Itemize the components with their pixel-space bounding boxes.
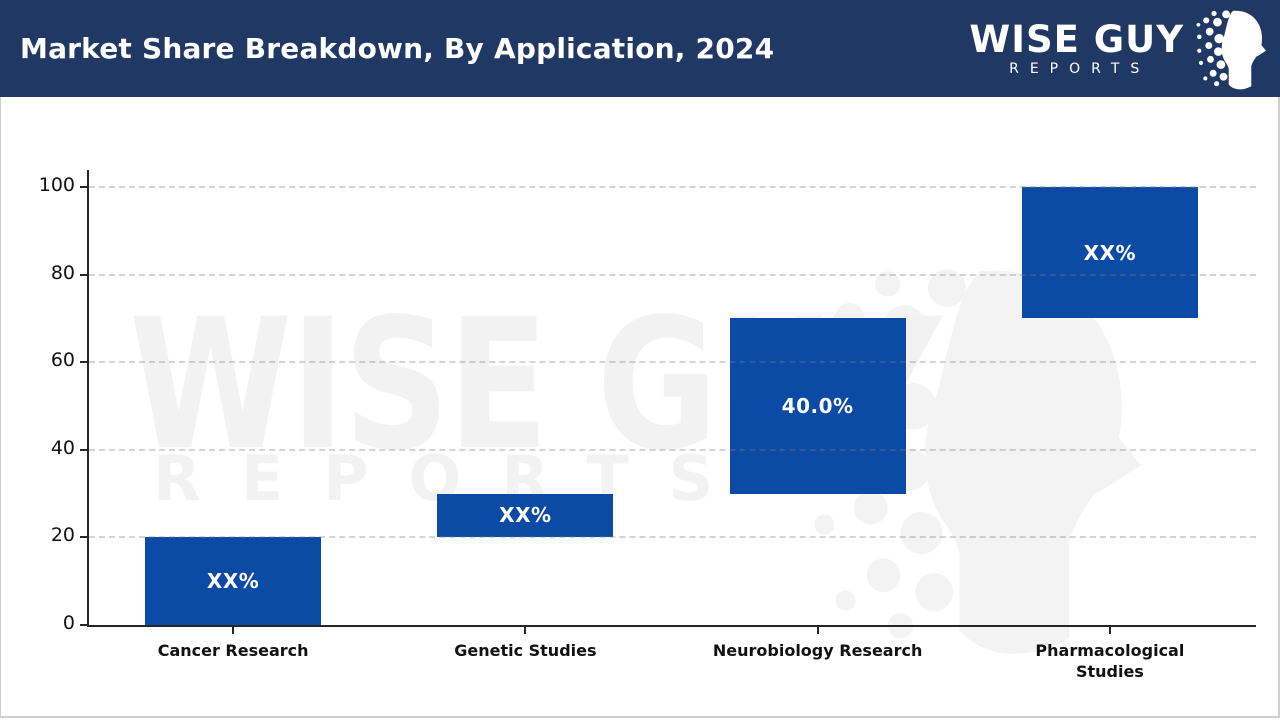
x-tick-mark-0 [232, 627, 235, 634]
wise-guy-head-icon [1196, 9, 1266, 89]
logo-text: WISE GUY REPORTS [969, 21, 1184, 77]
y-tick-mark-80 [80, 273, 87, 276]
bar-value-label: XX% [499, 503, 552, 528]
logo-wordmark: WISE GUY [969, 17, 1184, 61]
bar-value-label: 40.0% [781, 393, 854, 418]
gridline-40 [89, 448, 1256, 451]
bar-neurobiology-research: 40.0% [729, 318, 906, 494]
y-tick-label-40: 40 [50, 436, 75, 459]
y-tick-mark-60 [80, 361, 87, 364]
bar-genetic-studies: XX% [437, 493, 614, 538]
gridline-80 [89, 273, 1256, 276]
bar-pharmacological-studies: XX% [1021, 187, 1198, 319]
x-category-label-2: Neurobiology Research [712, 641, 923, 660]
y-tick-label-60: 60 [50, 349, 75, 372]
wise-guy-logo: WISE GUY REPORTS [969, 5, 1266, 93]
y-tick-label-20: 20 [50, 524, 75, 547]
y-tick-label-80: 80 [50, 261, 75, 284]
x-category-label-3: Pharmacological Studies [1035, 641, 1185, 681]
bar-cancer-research: XX% [145, 537, 322, 625]
gridline-60 [89, 361, 1256, 364]
page-title: Market Share Breakdown, By Application, … [20, 32, 775, 65]
y-tick-mark-0 [80, 624, 87, 626]
bar-value-label: XX% [1083, 240, 1137, 265]
y-tick-mark-20 [80, 536, 87, 539]
y-axis-line [87, 170, 89, 627]
y-tick-label-0: 0 [62, 612, 75, 634]
x-tick-mark-3 [1108, 627, 1111, 634]
watermark-subtext: REPORTS [153, 442, 754, 515]
x-category-label-1: Genetic Studies [454, 641, 597, 660]
y-tick-mark-100 [80, 186, 87, 188]
gridline-20 [89, 536, 1256, 539]
gridline-100 [89, 186, 1256, 188]
logo-subtext: REPORTS [1009, 60, 1151, 77]
x-tick-mark-2 [816, 627, 819, 634]
chart-canvas: WISE GUY REPORTS 0 20 40 60 80 100 XX% Cancer R… [0, 97, 1280, 718]
x-axis-line [87, 625, 1256, 627]
bar-value-label: XX% [206, 569, 260, 594]
x-category-label-0: Cancer Research [157, 641, 309, 660]
y-tick-mark-40 [80, 448, 87, 451]
header-banner: Market Share Breakdown, By Application, … [0, 0, 1280, 97]
y-tick-label-100: 100 [38, 174, 75, 196]
x-tick-mark-1 [524, 627, 527, 634]
